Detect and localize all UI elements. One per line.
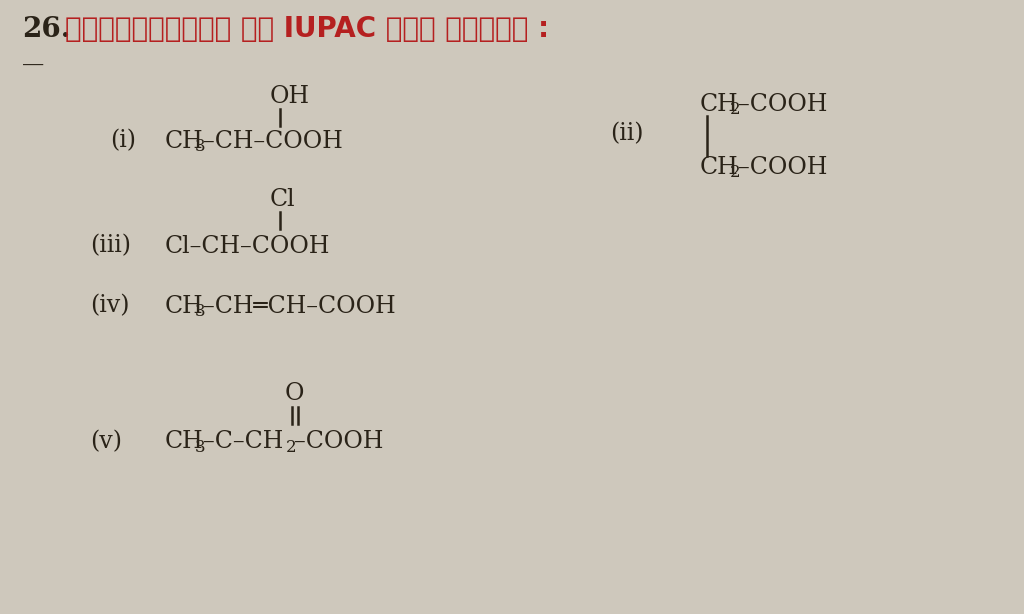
Text: CH: CH — [165, 430, 204, 454]
Text: –COOH: –COOH — [738, 93, 827, 115]
Text: 2: 2 — [730, 101, 740, 117]
Text: 2: 2 — [730, 163, 740, 181]
Text: (i): (i) — [110, 130, 136, 152]
Text: CH: CH — [165, 295, 204, 317]
Text: निम्नलिखित के IUPAC नाम लिखें :: निम्नलिखित के IUPAC नाम लिखें : — [65, 15, 549, 43]
Text: 3: 3 — [195, 303, 206, 319]
Text: –CH═CH–COOH: –CH═CH–COOH — [203, 295, 395, 317]
Text: O: O — [285, 383, 304, 405]
Text: Cl: Cl — [270, 187, 296, 211]
Text: –C–CH: –C–CH — [203, 430, 284, 454]
Text: Cl–CH–COOH: Cl–CH–COOH — [165, 235, 331, 257]
Text: (ii): (ii) — [610, 123, 643, 146]
Text: –COOH: –COOH — [294, 430, 383, 454]
Text: 3: 3 — [195, 138, 206, 155]
Text: (iii): (iii) — [90, 235, 131, 257]
Text: (iv): (iv) — [90, 295, 129, 317]
Text: –CH–COOH: –CH–COOH — [203, 130, 343, 152]
Text: —: — — [22, 55, 44, 77]
Text: 2: 2 — [286, 438, 297, 456]
Text: CH: CH — [700, 93, 738, 115]
Text: OH: OH — [270, 85, 310, 107]
Text: (v): (v) — [90, 430, 122, 454]
Text: –COOH: –COOH — [738, 155, 827, 179]
Text: 26.: 26. — [22, 15, 71, 42]
Text: 3: 3 — [195, 438, 206, 456]
Text: CH: CH — [165, 130, 204, 152]
Text: CH: CH — [700, 155, 738, 179]
